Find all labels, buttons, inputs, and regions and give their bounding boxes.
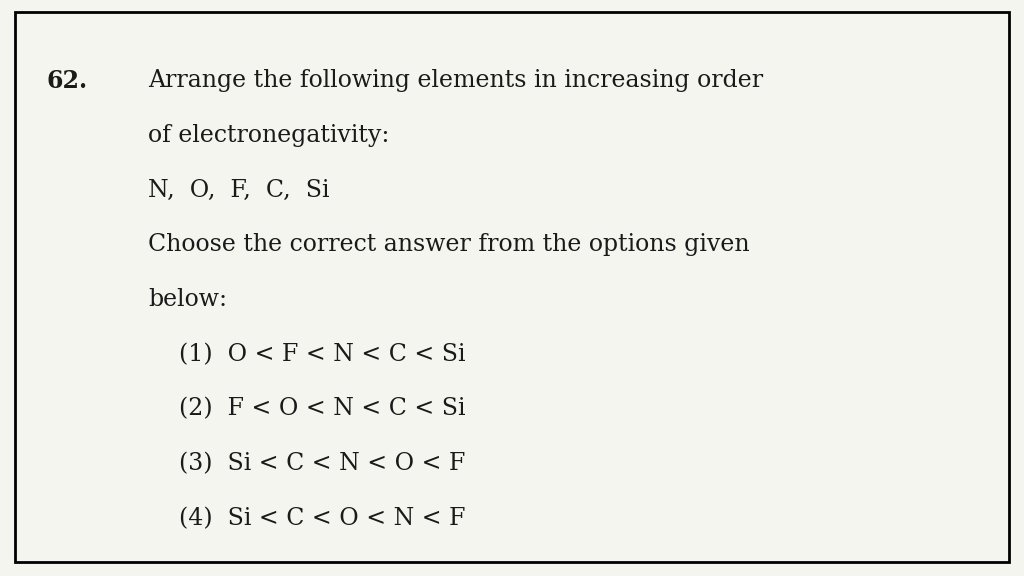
Text: 62.: 62. xyxy=(46,69,87,93)
Text: (4)  Si < C < O < N < F: (4) Si < C < O < N < F xyxy=(179,507,466,530)
Text: of electronegativity:: of electronegativity: xyxy=(148,124,390,147)
Text: (3)  Si < C < N < O < F: (3) Si < C < N < O < F xyxy=(179,452,466,475)
Text: (1)  O < F < N < C < Si: (1) O < F < N < C < Si xyxy=(179,343,466,366)
Text: below:: below: xyxy=(148,288,227,311)
Text: Choose the correct answer from the options given: Choose the correct answer from the optio… xyxy=(148,233,751,256)
Text: Arrange the following elements in increasing order: Arrange the following elements in increa… xyxy=(148,69,764,92)
Text: N,  O,  F,  C,  Si: N, O, F, C, Si xyxy=(148,179,330,202)
Text: (2)  F < O < N < C < Si: (2) F < O < N < C < Si xyxy=(179,397,466,420)
FancyBboxPatch shape xyxy=(15,12,1009,562)
